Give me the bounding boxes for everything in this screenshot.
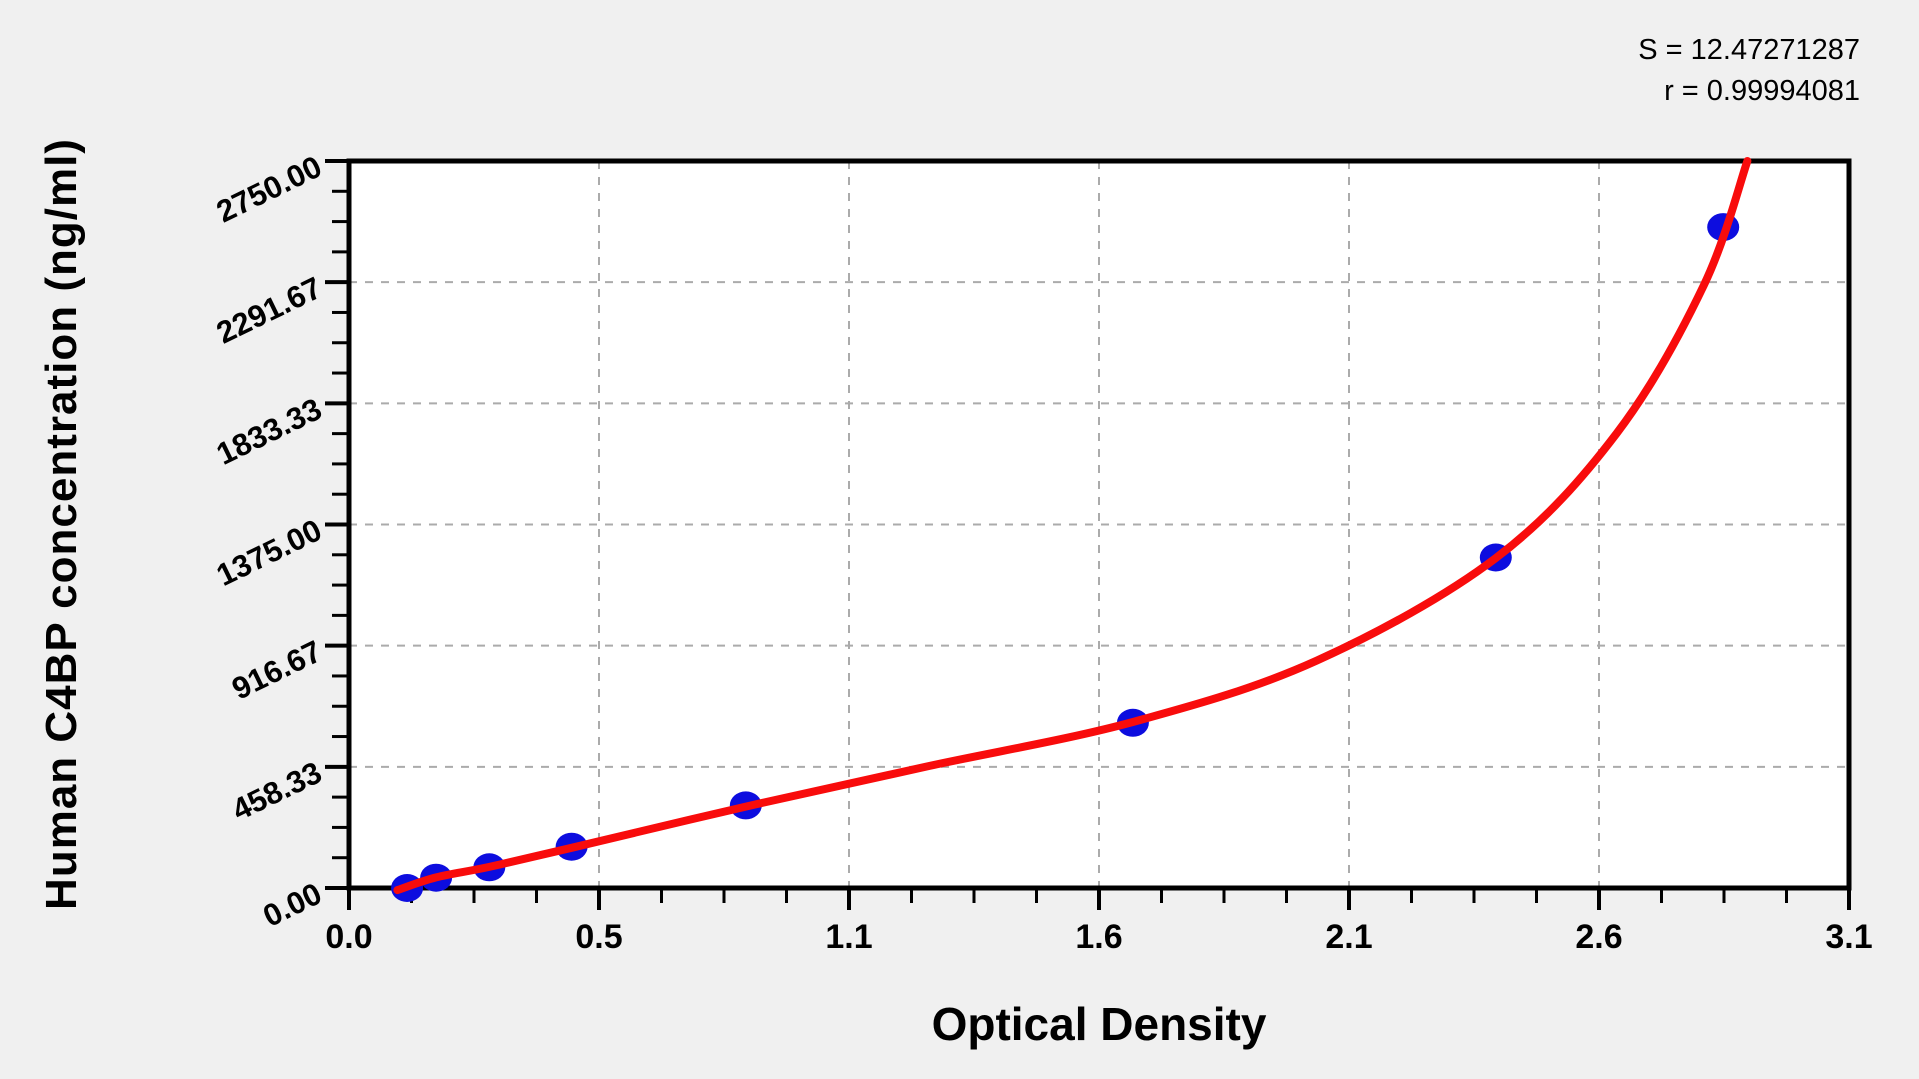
- y-tick-label: 458.33: [226, 755, 327, 828]
- y-tick-label: 2750.00: [211, 149, 327, 230]
- y-tick-label: 1375.00: [211, 512, 327, 593]
- fit-statistics: S = 12.47271287 r = 0.99994081: [1638, 30, 1860, 112]
- x-tick-label: 0.0: [325, 918, 372, 956]
- x-tick-label: 0.5: [575, 918, 622, 956]
- x-tick-label: 2.1: [1325, 918, 1372, 956]
- x-axis-title: Optical Density: [931, 998, 1267, 1050]
- axis-frame: [346, 158, 1852, 891]
- x-tick-label: 1.6: [1075, 918, 1122, 956]
- y-tick-label: 0.00: [257, 876, 327, 934]
- fitted-curve: [393, 157, 1752, 895]
- x-tick-label: 2.6: [1575, 918, 1622, 956]
- x-tick-label: 1.1: [825, 918, 872, 956]
- x-tick-label: 3.1: [1825, 918, 1872, 956]
- y-tick-label: 1833.33: [211, 391, 327, 472]
- s-statistic: S = 12.47271287: [1638, 34, 1860, 66]
- y-tick-label: 2291.67: [211, 270, 327, 351]
- r-statistic: r = 0.99994081: [1664, 75, 1860, 107]
- y-tick-label: 916.67: [226, 634, 327, 707]
